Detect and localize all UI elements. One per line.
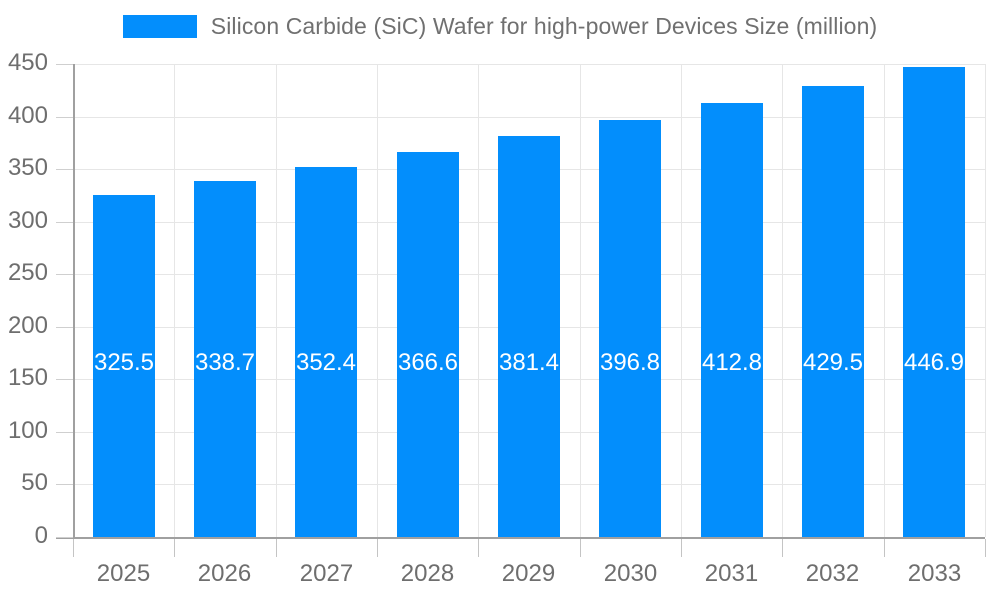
- y-tick-label: 50: [21, 469, 48, 497]
- x-axis-line: [56, 537, 985, 539]
- y-axis-line: [73, 64, 75, 538]
- bar-value-label: 338.7: [194, 349, 256, 376]
- bar[interactable]: 446.9: [903, 67, 965, 537]
- x-tick-label: 2026: [197, 560, 252, 587]
- x-tick-mark: [580, 539, 581, 557]
- y-tick-label: 450: [7, 49, 48, 76]
- bar[interactable]: 325.5: [93, 194, 155, 537]
- bar-value-label: 429.5: [802, 349, 864, 376]
- bar[interactable]: 429.5: [802, 85, 864, 537]
- chart-legend: Silicon Carbide (SiC) Wafer for high-pow…: [0, 0, 1000, 52]
- gridline-vertical: [985, 64, 986, 537]
- y-tick-mark: [56, 327, 73, 328]
- x-tick-mark: [377, 539, 378, 557]
- y-tick-mark: [56, 64, 73, 65]
- x-tick-mark: [782, 539, 783, 557]
- bar[interactable]: 381.4: [498, 136, 560, 537]
- bar-value-label: 325.5: [93, 349, 155, 376]
- x-tick-mark: [73, 539, 74, 557]
- y-tick-mark: [56, 274, 73, 275]
- x-tick-mark: [276, 539, 277, 557]
- y-tick-label: 0: [34, 522, 48, 549]
- x-tick-label: 2029: [501, 560, 556, 587]
- legend-item-sic-wafer[interactable]: Silicon Carbide (SiC) Wafer for high-pow…: [122, 12, 878, 40]
- x-tick-mark: [174, 539, 175, 557]
- bar[interactable]: 338.7: [194, 181, 256, 537]
- bar-value-label: 381.4: [498, 349, 560, 376]
- x-tick-mark: [681, 539, 682, 557]
- y-tick-label: 200: [7, 311, 48, 339]
- bar-value-label: 412.8: [701, 349, 763, 376]
- y-tick-mark: [56, 117, 73, 118]
- bar[interactable]: 366.6: [397, 151, 459, 537]
- bar-value-label: 352.4: [295, 349, 357, 376]
- y-tick-mark: [56, 432, 73, 433]
- x-tick-mark: [884, 539, 885, 557]
- y-tick-mark: [56, 169, 73, 170]
- x-tick-label: 2028: [400, 560, 455, 587]
- bar-series: 325.5 338.7 352.4 366.6 381.4 396.8 412.8 429.5…: [73, 64, 985, 537]
- x-tick-label: 2025: [96, 560, 151, 587]
- x-tick-label: 2031: [704, 560, 759, 587]
- bar-value-label: 396.8: [599, 349, 661, 376]
- y-tick-mark: [56, 222, 73, 223]
- bar[interactable]: 352.4: [295, 166, 357, 537]
- legend-label: Silicon Carbide (SiC) Wafer for high-pow…: [210, 12, 878, 39]
- bar[interactable]: 396.8: [599, 119, 661, 537]
- bar-value-label: 366.6: [397, 349, 459, 376]
- plot-area: 325.5 338.7 352.4 366.6 381.4 396.8 412.8 429.5…: [73, 64, 986, 538]
- x-tick-label: 2030: [603, 560, 658, 587]
- y-tick-label: 300: [7, 206, 48, 234]
- x-tick-mark: [478, 539, 479, 557]
- y-tick-label: 100: [7, 416, 48, 444]
- y-tick-label: 350: [7, 154, 48, 182]
- y-tick-label: 250: [7, 259, 48, 287]
- bar-value-label: 446.9: [903, 349, 965, 376]
- y-tick-label: 150: [7, 364, 48, 392]
- x-tick-label: 2033: [907, 560, 962, 587]
- x-tick-mark: [985, 539, 986, 557]
- x-tick-label: 2032: [805, 560, 860, 587]
- y-tick-label: 400: [7, 101, 48, 129]
- legend-color-swatch: [122, 14, 197, 38]
- x-tick-label: 2027: [299, 560, 354, 587]
- y-tick-mark: [56, 379, 73, 380]
- bar[interactable]: 412.8: [701, 103, 763, 537]
- y-tick-mark: [56, 484, 73, 485]
